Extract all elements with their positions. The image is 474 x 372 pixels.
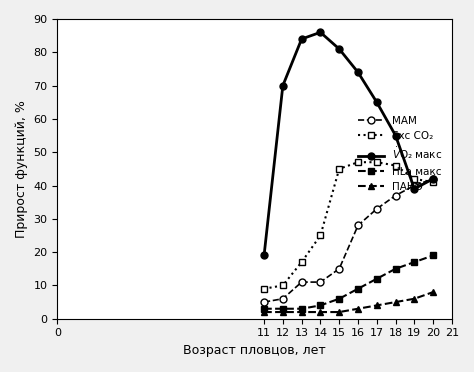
Exc CO₂: [430, 180, 436, 185]
$\dot{V}$O$_2$ макс: [374, 100, 380, 105]
$\dot{V}$O$_2$ макс: [430, 177, 436, 181]
HLa макс: [393, 266, 399, 271]
$\dot{V}$O$_2$ макс: [299, 37, 304, 41]
ПАНО: [280, 310, 286, 314]
Y-axis label: Прирост функций, %: Прирост функций, %: [15, 100, 28, 238]
ПАНО: [299, 310, 304, 314]
МАМ: [280, 296, 286, 301]
Line: ПАНО: ПАНО: [261, 289, 437, 315]
Exc CO₂: [411, 177, 417, 181]
Exc CO₂: [355, 160, 361, 164]
HLa макс: [337, 296, 342, 301]
$\dot{V}$O$_2$ макс: [393, 133, 399, 138]
Exc CO₂: [393, 163, 399, 168]
$\dot{V}$O$_2$ макс: [355, 70, 361, 74]
МАМ: [411, 183, 417, 188]
Exc CO₂: [318, 233, 323, 238]
HLa макс: [280, 307, 286, 311]
Exc CO₂: [337, 167, 342, 171]
HLa макс: [374, 276, 380, 281]
ПАНО: [318, 310, 323, 314]
ПАНО: [337, 310, 342, 314]
Line: $\dot{V}$O$_2$ макс: $\dot{V}$O$_2$ макс: [261, 29, 437, 259]
$\dot{V}$O$_2$ макс: [411, 187, 417, 191]
X-axis label: Возраст пловцов, лет: Возраст пловцов, лет: [183, 344, 326, 357]
Line: МАМ: МАМ: [261, 175, 437, 305]
HLa макс: [430, 253, 436, 258]
Exc CO₂: [261, 286, 267, 291]
МАМ: [374, 206, 380, 211]
ПАНО: [411, 296, 417, 301]
МАМ: [299, 280, 304, 284]
ПАНО: [261, 310, 267, 314]
МАМ: [337, 266, 342, 271]
Line: HLa макс: HLa макс: [261, 252, 437, 312]
ПАНО: [430, 290, 436, 294]
ПАНО: [355, 307, 361, 311]
$\dot{V}$O$_2$ макс: [261, 253, 267, 258]
МАМ: [261, 300, 267, 304]
ПАНО: [393, 300, 399, 304]
$\dot{V}$O$_2$ макс: [280, 83, 286, 88]
ПАНО: [374, 303, 380, 308]
HLa макс: [261, 307, 267, 311]
HLa макс: [355, 286, 361, 291]
МАМ: [430, 177, 436, 181]
Exc CO₂: [280, 283, 286, 288]
$\dot{V}$O$_2$ макс: [318, 30, 323, 35]
HLa макс: [318, 303, 323, 308]
HLa макс: [299, 307, 304, 311]
$\dot{V}$O$_2$ макс: [337, 47, 342, 51]
Exc CO₂: [299, 260, 304, 264]
HLa макс: [411, 260, 417, 264]
МАМ: [355, 223, 361, 228]
Line: Exc CO₂: Exc CO₂: [261, 159, 437, 292]
Exc CO₂: [374, 160, 380, 164]
Legend: МАМ, Exc CO₂, $\dot{V}$O₂ макс, HLa макс, ПАНО: МАМ, Exc CO₂, $\dot{V}$O₂ макс, HLa макс…: [354, 112, 447, 196]
МАМ: [318, 280, 323, 284]
МАМ: [393, 193, 399, 198]
